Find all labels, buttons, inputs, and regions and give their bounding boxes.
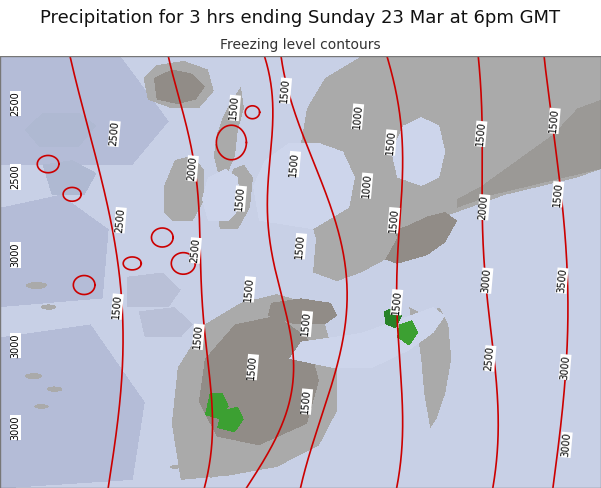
Text: 1500: 1500 [391,289,403,315]
Text: 1500: 1500 [111,294,123,319]
Text: 1000: 1000 [352,104,364,129]
Text: 2500: 2500 [10,164,20,189]
Text: 1500: 1500 [243,277,255,302]
Text: 3000: 3000 [560,432,572,457]
Text: 2500: 2500 [10,91,20,116]
Text: 1500: 1500 [548,108,560,134]
Text: 1500: 1500 [294,233,307,259]
Text: 1500: 1500 [475,121,487,146]
Text: 2500: 2500 [189,238,201,263]
Text: 1500: 1500 [246,354,258,380]
Text: 1500: 1500 [385,130,397,155]
Text: 2000: 2000 [186,156,198,181]
Text: 1500: 1500 [300,311,313,337]
Text: 1500: 1500 [234,186,246,211]
Text: 1000: 1000 [361,173,373,198]
Text: 1500: 1500 [552,182,564,207]
Text: 2000: 2000 [478,195,490,220]
Text: 3000: 3000 [10,415,20,440]
Text: 1500: 1500 [388,207,400,233]
Text: 2500: 2500 [114,207,126,233]
Text: 3000: 3000 [10,333,20,358]
Text: 3000: 3000 [10,243,20,267]
Text: 3000: 3000 [559,354,571,380]
Text: Precipitation for 3 hrs ending Sunday 23 Mar at 6pm GMT: Precipitation for 3 hrs ending Sunday 23… [40,9,561,27]
Text: 2500: 2500 [108,121,120,146]
Text: 1500: 1500 [228,95,240,121]
Text: 3500: 3500 [556,268,568,293]
Text: 2500: 2500 [484,346,496,371]
Text: 1500: 1500 [279,78,291,103]
Text: 1500: 1500 [288,151,300,177]
Text: 3000: 3000 [481,268,493,293]
Text: Freezing level contours: Freezing level contours [220,38,381,52]
Text: 1500: 1500 [300,389,313,414]
Text: 1500: 1500 [192,324,204,349]
